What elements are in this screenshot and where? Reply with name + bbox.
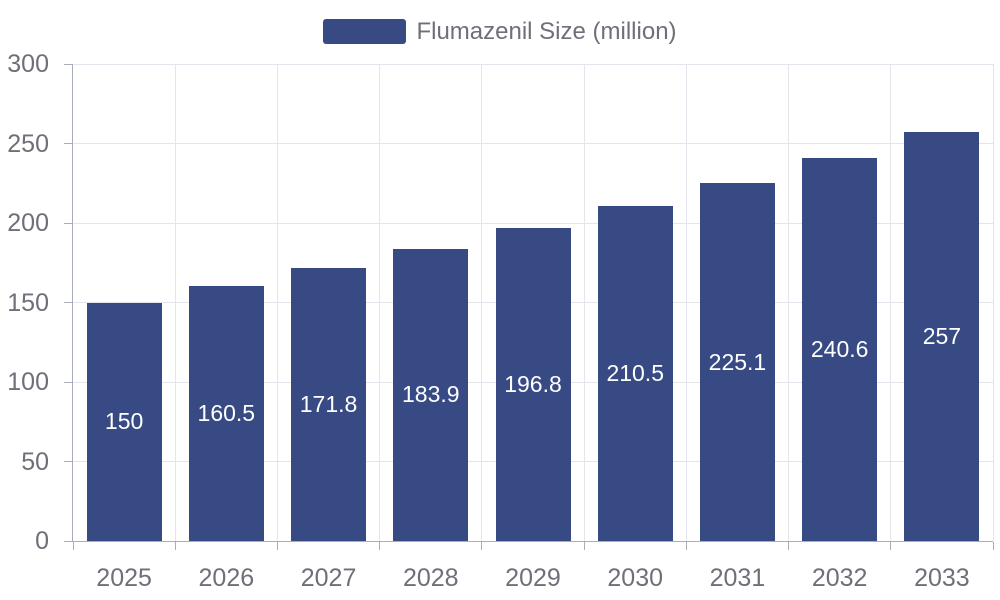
bar-2031[interactable]: 225.1	[699, 183, 775, 541]
x-axis-tick	[992, 542, 994, 550]
x-axis-category-label: 2031	[709, 564, 766, 592]
y-axis-tick-label: 250	[7, 129, 49, 158]
bar-value-label: 196.8	[504, 371, 562, 398]
x-axis-tick	[276, 542, 278, 550]
bar-2026[interactable]: 160.5	[188, 285, 264, 541]
bar-2033[interactable]: 257	[904, 132, 980, 541]
x-gridline	[276, 64, 278, 541]
x-axis-category-label: 2027	[300, 564, 357, 592]
bar-value-label: 257	[922, 323, 962, 350]
x-axis-tick	[72, 542, 74, 550]
y-axis-tick	[64, 302, 72, 303]
bar-value-label: 171.8	[299, 390, 358, 417]
y-axis-tick-label: 100	[7, 368, 49, 396]
y-axis-tick-label: 300	[7, 50, 49, 78]
x-axis-tick	[788, 542, 790, 550]
x-axis-category-label: 2028	[402, 564, 459, 592]
bar-value-label: 210.5	[606, 360, 664, 387]
y-gridline	[73, 143, 993, 144]
bar-2032[interactable]: 240.6	[802, 158, 878, 541]
x-gridline	[890, 64, 892, 541]
x-axis-category-label: 2029	[505, 564, 561, 592]
x-gridline	[583, 64, 585, 541]
y-axis-tick-label: 50	[21, 447, 49, 476]
y-axis-tick	[64, 143, 72, 144]
x-axis-category-label: 2032	[811, 564, 868, 592]
x-axis-tick	[685, 542, 687, 550]
x-gridline	[685, 64, 687, 541]
y-axis-tick	[64, 540, 72, 542]
y-axis-tick	[64, 381, 72, 383]
x-axis-category-label: 2033	[914, 564, 970, 592]
bar-value-label: 150	[104, 408, 144, 435]
y-axis-tick-label: 0	[35, 527, 49, 555]
y-axis-tick-label: 150	[7, 288, 49, 317]
y-axis-tick	[64, 222, 72, 224]
bar-2025[interactable]: 150	[86, 302, 162, 541]
x-axis-category-label: 2026	[198, 564, 255, 592]
y-gridline	[73, 63, 993, 65]
x-axis-category-label: 2030	[607, 564, 664, 592]
plot-area: 0 50 100 150 200 250 300 150 2025 160.5 2026 171.8 2…	[7, 50, 994, 592]
x-gridline	[174, 64, 176, 541]
bar-value-label: 183.9	[401, 381, 460, 408]
x-axis-tick	[174, 542, 176, 550]
bar-2027[interactable]: 171.8	[291, 267, 367, 541]
x-gridline	[481, 64, 483, 541]
x-axis-category-label: 2025	[96, 564, 152, 592]
bar-2029[interactable]: 196.8	[495, 228, 571, 541]
legend-item[interactable]: Flumazenil Size (million)	[0, 19, 1000, 44]
legend-swatch-icon	[323, 19, 407, 44]
bar-2030[interactable]: 210.5	[597, 206, 673, 541]
y-axis-tick	[64, 63, 72, 65]
x-gridline	[379, 64, 381, 541]
x-axis-tick	[481, 542, 483, 550]
x-axis-tick	[379, 542, 381, 550]
bar-value-label: 160.5	[197, 399, 256, 426]
x-gridline	[788, 64, 790, 541]
x-axis-tick	[583, 542, 585, 550]
x-axis-tick	[890, 542, 892, 550]
y-gridline	[73, 222, 993, 224]
bar-value-label: 225.1	[708, 348, 767, 375]
bar-value-label: 240.6	[810, 336, 869, 363]
y-axis-tick-label: 200	[7, 209, 49, 237]
bar-2028[interactable]: 183.9	[393, 248, 469, 541]
y-axis-tick	[64, 461, 72, 462]
legend-label: Flumazenil Size (million)	[416, 18, 677, 45]
x-gridline	[992, 64, 994, 541]
